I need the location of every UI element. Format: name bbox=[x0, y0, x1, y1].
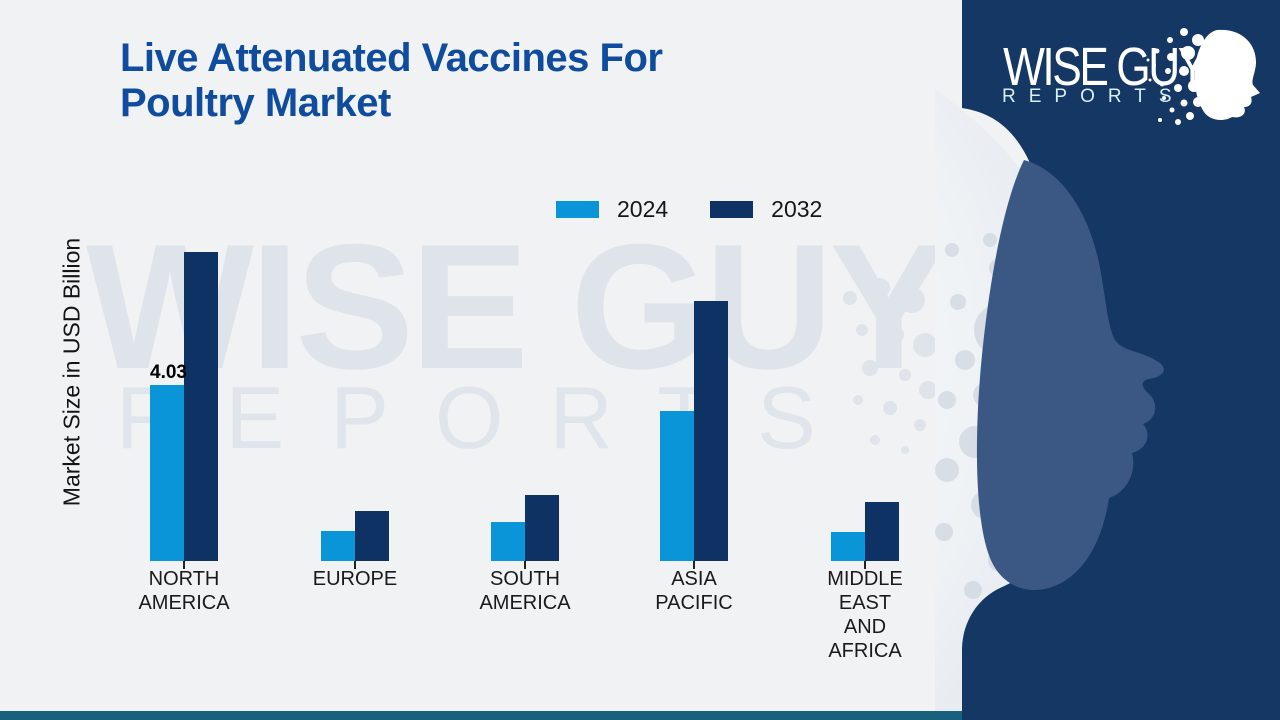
page-title: Live Attenuated Vaccines For Poultry Mar… bbox=[120, 36, 663, 126]
y-axis-label: Market Size in USD Billion bbox=[58, 237, 85, 507]
bar-2032-asia-pacific bbox=[694, 301, 728, 561]
legend-label-2024: 2024 bbox=[617, 196, 669, 222]
category-label-asia-pacific: ASIA PACIFIC bbox=[655, 568, 733, 614]
bar-2032-north-america bbox=[184, 252, 218, 561]
category-label-north-america: NORTH AMERICA bbox=[138, 568, 230, 614]
category-label-south-america: SOUTH AMERICA bbox=[479, 568, 571, 614]
legend-swatch-2032 bbox=[710, 201, 754, 218]
axis-tick-asia-pacific bbox=[693, 561, 695, 569]
bar-2024-north-america bbox=[150, 385, 184, 561]
bar-2024-south-america bbox=[491, 522, 525, 561]
axis-tick-south-america bbox=[524, 561, 526, 569]
bar-2024-asia-pacific bbox=[660, 411, 694, 561]
value-label-north-america: 4.03 bbox=[150, 362, 187, 383]
bar-2032-europe bbox=[355, 511, 389, 561]
bar-2032-south-america bbox=[525, 495, 559, 561]
axis-tick-europe bbox=[354, 561, 356, 569]
page-title-line1: Live Attenuated Vaccines For bbox=[120, 36, 663, 80]
legend-item-2024: 2024 bbox=[556, 196, 668, 223]
bar-2032-middle-east-and-africa bbox=[865, 502, 899, 561]
axis-tick-middle-east-and-africa bbox=[864, 561, 866, 569]
category-label-middle-east-and-africa: MIDDLE EAST AND AFRICA bbox=[827, 568, 903, 662]
bar-2024-europe bbox=[321, 531, 355, 561]
legend-label-2032: 2032 bbox=[771, 196, 823, 222]
chart-legend: 2024 2032 bbox=[556, 196, 822, 223]
legend-item-2032: 2032 bbox=[710, 196, 822, 223]
page-title-line2: Poultry Market bbox=[120, 81, 391, 125]
bar-2024-middle-east-and-africa bbox=[831, 532, 865, 561]
axis-tick-north-america bbox=[183, 561, 185, 569]
legend-swatch-2024 bbox=[556, 201, 599, 218]
category-label-europe: EUROPE bbox=[312, 568, 398, 590]
